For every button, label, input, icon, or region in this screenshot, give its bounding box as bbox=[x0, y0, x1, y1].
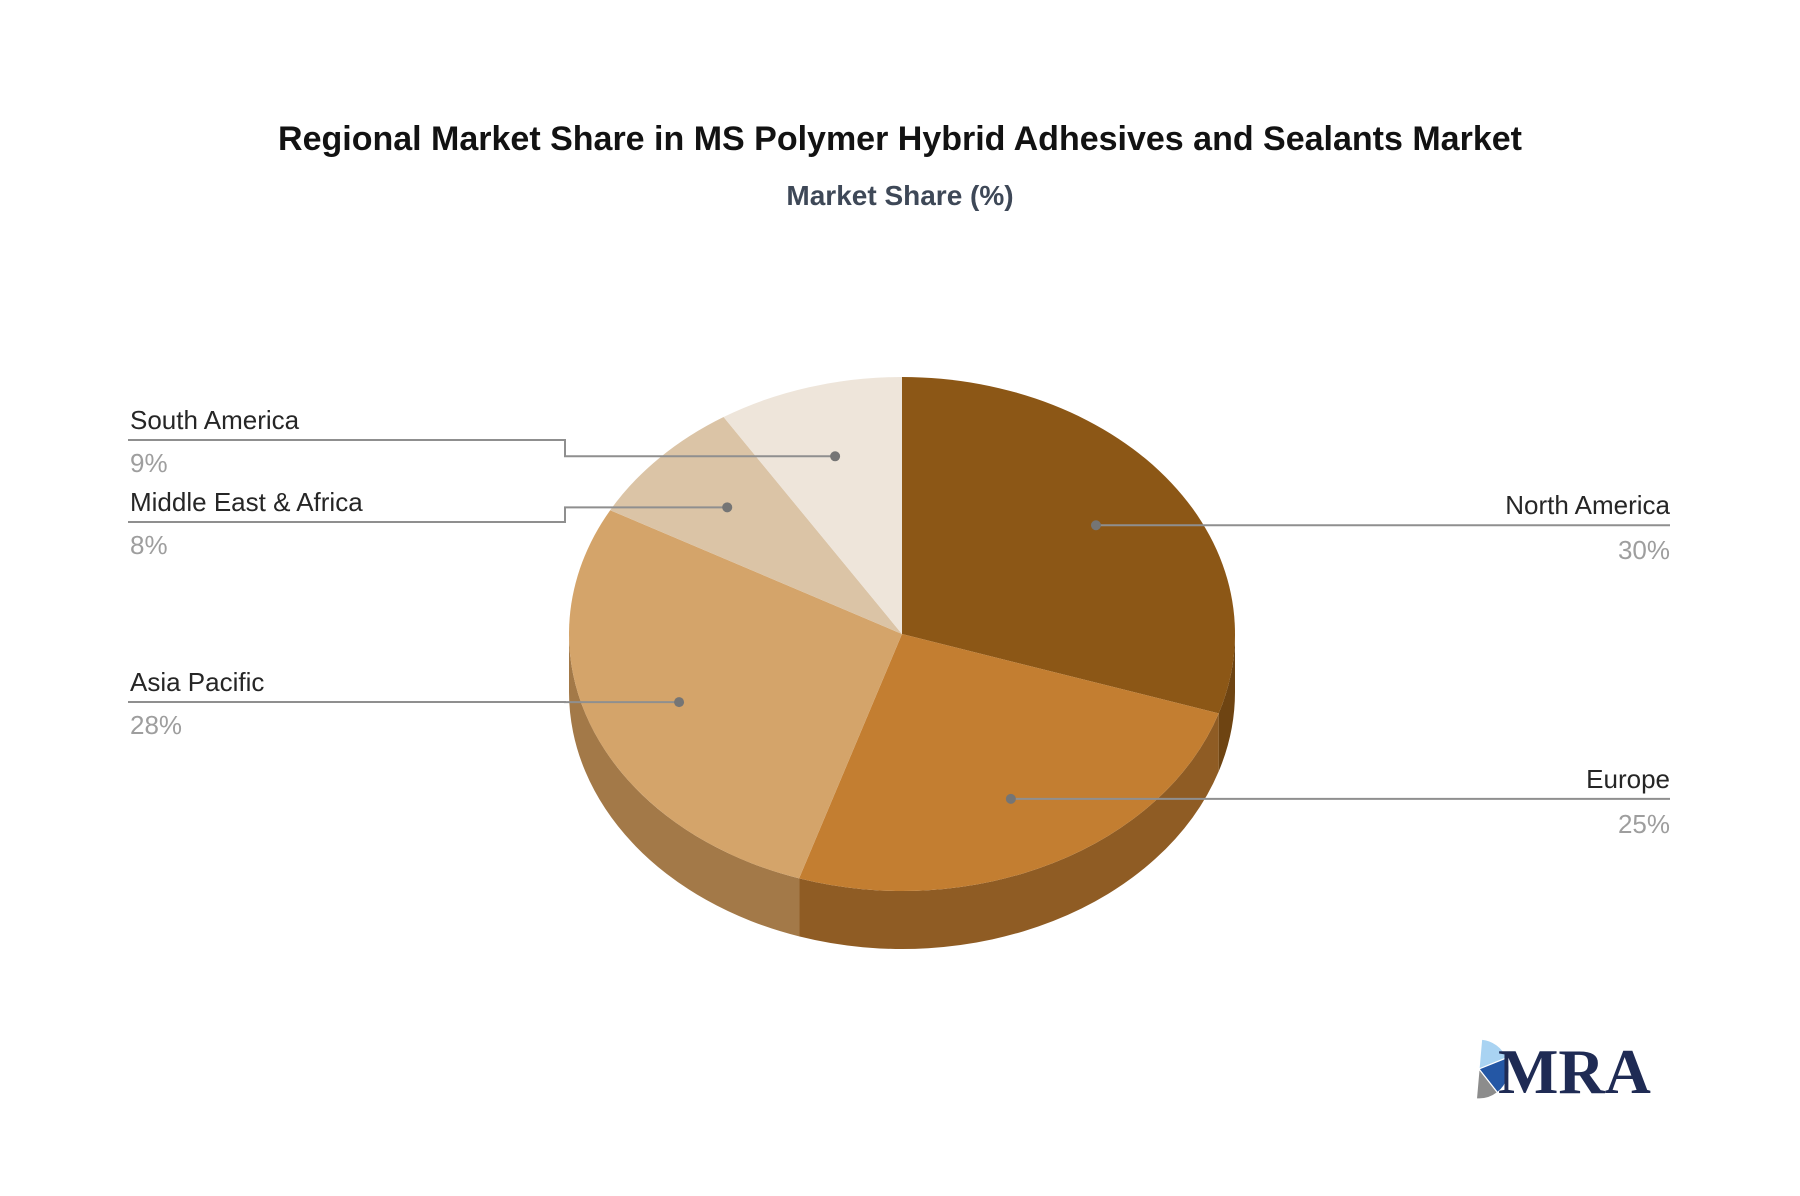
chart-title: Regional Market Share in MS Polymer Hybr… bbox=[278, 120, 1522, 158]
slice-label-europe: Europe bbox=[1586, 764, 1670, 794]
slice-label-south-america: South America bbox=[130, 405, 300, 435]
leader-dot-europe bbox=[1005, 793, 1016, 804]
leader-dot-middle-east-and-africa bbox=[722, 502, 733, 513]
leader-dot-south-america bbox=[830, 451, 841, 462]
pie-slice-middle-east-and-africa[interactable] bbox=[610, 417, 902, 634]
pie-slice-side-europe bbox=[799, 713, 1219, 949]
logo-pie-icon-gray-slice bbox=[1475, 1067, 1499, 1100]
slice-value-south-america: 9% bbox=[130, 448, 168, 478]
chart-subtitle: Market Share (%) bbox=[786, 180, 1014, 211]
pie-slice-side-north-america bbox=[1218, 634, 1235, 772]
leader-line-middle-east-and-africa bbox=[128, 506, 728, 523]
slice-label-asia-pacific: Asia Pacific bbox=[130, 667, 264, 697]
pie-slice-side-asia-pacific bbox=[569, 634, 800, 937]
leader-line-south-america bbox=[128, 439, 836, 458]
slice-value-europe: 25% bbox=[1618, 809, 1670, 839]
pie-slice-europe[interactable] bbox=[799, 634, 1219, 891]
slice-value-north-america: 30% bbox=[1618, 535, 1670, 565]
pie-slice-south-america[interactable] bbox=[723, 377, 902, 634]
slice-label-north-america: North America bbox=[1505, 490, 1670, 520]
slice-value-asia-pacific: 28% bbox=[130, 710, 182, 740]
pie-slice-north-america[interactable] bbox=[902, 377, 1235, 714]
pie-slice-asia-pacific[interactable] bbox=[569, 510, 902, 879]
leader-dot-north-america bbox=[1090, 520, 1101, 531]
slice-value-middle-east-and-africa: 8% bbox=[130, 530, 168, 560]
logo-text: MRA bbox=[1498, 1036, 1651, 1107]
leader-dot-asia-pacific bbox=[674, 697, 685, 708]
slice-label-middle-east-and-africa: Middle East & Africa bbox=[130, 487, 363, 517]
logo-pie-icon-darkblue-slice bbox=[1478, 1056, 1510, 1094]
